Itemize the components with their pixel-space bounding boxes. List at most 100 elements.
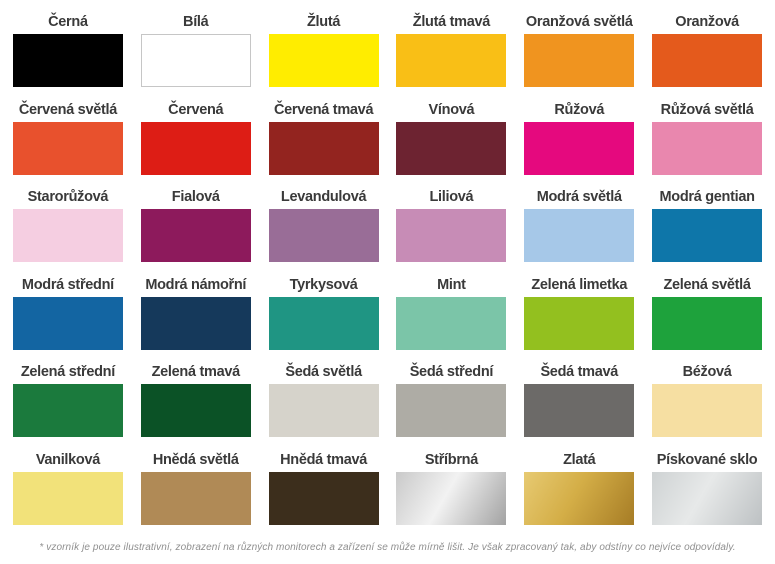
color-label: Černá — [48, 14, 88, 30]
color-cell-fialova: Fialová — [132, 175, 260, 263]
color-cell-zluta: Žlutá — [260, 0, 388, 88]
color-label: Šedá světlá — [285, 364, 362, 380]
color-cell-bezova: Béžová — [643, 350, 771, 438]
color-label: Růžová — [554, 101, 605, 118]
piskovane-sklo-swatch — [652, 471, 763, 525]
color-cell-mint: Mint — [388, 263, 516, 351]
color-cell-cerna: Černá — [4, 0, 132, 88]
color-cell-modra-namorni: Modrá námořní — [132, 263, 260, 351]
color-grid: Černá Bílá Žlutá Žlutá tmavá Oranžová světlá… — [4, 0, 771, 526]
color-cell-seda-tmava: Šedá tmavá — [515, 350, 643, 438]
color-cell-oranzova-svetla: Oranžová světlá — [515, 0, 643, 88]
modra-gentian-swatch — [652, 209, 763, 262]
color-cell-modra-stredni: Modrá střední — [4, 263, 132, 351]
color-label: Zelená světlá — [663, 276, 751, 293]
color-cell-bila: Bílá — [132, 0, 260, 88]
color-label: Stříbrná — [424, 451, 479, 468]
color-label: Vínová — [428, 101, 475, 118]
modra-namorni-swatch — [140, 296, 251, 350]
color-cell-modra-gentian: Modrá gentian — [643, 175, 771, 263]
color-label: Modrá námořní — [145, 276, 247, 293]
color-label: Oranžová světlá — [525, 14, 633, 30]
zluta-swatch — [268, 34, 379, 87]
color-cell-liliova: Liliová — [388, 175, 516, 263]
zelena-svetla-swatch — [652, 296, 763, 350]
color-label: Modrá světlá — [536, 189, 622, 205]
color-cell-zelena-stredni: Zelená střední — [4, 350, 132, 438]
color-label: Modrá střední — [21, 276, 114, 293]
liliova-swatch — [396, 209, 507, 262]
color-label: Červená světlá — [18, 101, 117, 118]
color-label: Šedá tmavá — [540, 364, 619, 380]
modra-stredni-swatch — [12, 296, 123, 350]
color-label: Levandulová — [280, 189, 367, 205]
color-cell-zluta-tmava: Žlutá tmavá — [388, 0, 516, 88]
staroruzova-swatch — [12, 209, 123, 262]
color-label: Vanilková — [35, 451, 101, 468]
cervena-swatch — [140, 121, 251, 175]
color-label: Fialová — [171, 189, 220, 205]
hneda-tmava-swatch — [268, 471, 379, 525]
color-cell-seda-stredni: Šedá střední — [388, 350, 516, 438]
footnote: * vzorník je pouze ilustrativní, zobraze… — [39, 542, 736, 553]
color-label: Zelená střední — [20, 364, 115, 380]
color-cell-levandulova: Levandulová — [260, 175, 388, 263]
oranzova-swatch — [652, 34, 763, 87]
color-cell-zlata: Zlatá — [515, 438, 643, 526]
bezova-swatch — [652, 384, 763, 437]
color-cell-vinova: Vínová — [388, 88, 516, 176]
color-label: Tyrkysová — [289, 276, 358, 293]
color-cell-cervena: Červená — [132, 88, 260, 176]
color-label: Žlutá tmavá — [412, 14, 491, 30]
stribrna-swatch — [396, 471, 507, 525]
color-cell-zelena-svetla: Zelená světlá — [643, 263, 771, 351]
color-label: Hnědá světlá — [152, 451, 239, 468]
color-label: Žlutá — [307, 14, 341, 30]
color-label: Zelená tmavá — [151, 364, 241, 380]
color-label: Zelená limetka — [531, 276, 628, 293]
color-label: Oranžová — [675, 14, 739, 30]
color-cell-zelena-limetka: Zelená limetka — [515, 263, 643, 351]
color-cell-tyrkysova: Tyrkysová — [260, 263, 388, 351]
zelena-tmava-swatch — [140, 384, 251, 437]
color-label: Bílá — [183, 14, 209, 30]
zluta-tmava-swatch — [396, 34, 507, 87]
color-label: Hnědá tmavá — [280, 451, 368, 468]
color-label: Mint — [437, 276, 466, 293]
color-label: Červená tmavá — [273, 101, 374, 118]
color-label: Zlatá — [563, 451, 596, 468]
vanilkova-swatch — [12, 471, 123, 525]
color-label: Pískované sklo — [656, 451, 758, 468]
zlata-swatch — [524, 471, 635, 525]
seda-svetla-swatch — [268, 384, 379, 437]
color-cell-cervena-svetla: Červená světlá — [4, 88, 132, 176]
tyrkysova-swatch — [268, 296, 379, 350]
cervena-svetla-swatch — [12, 121, 123, 175]
mint-swatch — [396, 296, 507, 350]
color-label: Modrá gentian — [659, 189, 755, 205]
color-cell-vanilkova: Vanilková — [4, 438, 132, 526]
color-label: Šedá střední — [409, 364, 494, 380]
color-cell-seda-svetla: Šedá světlá — [260, 350, 388, 438]
bila-swatch — [140, 34, 251, 87]
levandulova-swatch — [268, 209, 379, 262]
color-cell-staroruzova: Starorůžová — [4, 175, 132, 263]
color-cell-oranzova: Oranžová — [643, 0, 771, 88]
seda-stredni-swatch — [396, 384, 507, 437]
modra-svetla-swatch — [524, 209, 635, 262]
hneda-svetla-swatch — [140, 471, 251, 525]
color-cell-ruzova: Růžová — [515, 88, 643, 176]
ruzova-swatch — [524, 121, 635, 175]
zelena-limetka-swatch — [524, 296, 635, 350]
color-cell-cervena-tmava: Červená tmavá — [260, 88, 388, 176]
vinova-swatch — [396, 121, 507, 175]
color-cell-modra-svetla: Modrá světlá — [515, 175, 643, 263]
seda-tmava-swatch — [524, 384, 635, 437]
color-cell-ruzova-svetla: Růžová světlá — [643, 88, 771, 176]
color-label: Béžová — [682, 364, 732, 380]
zelena-stredni-swatch — [12, 384, 123, 437]
cerna-swatch — [12, 34, 123, 87]
cervena-tmava-swatch — [268, 121, 379, 175]
fialova-swatch — [140, 209, 251, 262]
color-cell-hneda-tmava: Hnědá tmavá — [260, 438, 388, 526]
